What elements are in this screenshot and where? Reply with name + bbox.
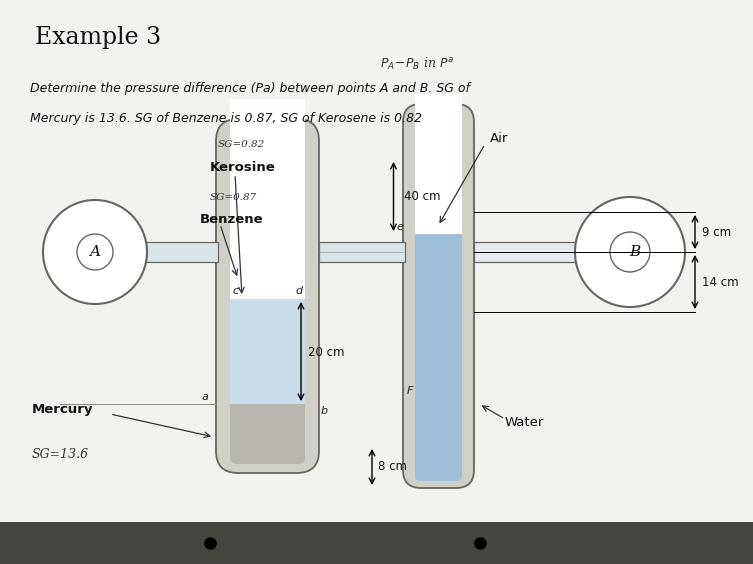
Text: 14 cm: 14 cm [702,275,739,289]
Circle shape [575,197,685,307]
Text: b: b [321,406,328,416]
Bar [140,242,218,262]
Bar [230,299,305,404]
FancyBboxPatch shape [230,404,305,464]
Bar [230,404,305,459]
Text: c: c [232,286,238,296]
Text: SG=0.87: SG=0.87 [210,193,258,202]
Text: a: a [201,392,208,402]
Bar [319,242,405,262]
Text: Kerosine: Kerosine [210,161,276,174]
Text: Mercury: Mercury [32,403,93,416]
FancyBboxPatch shape [216,119,319,473]
Text: e: e [396,222,403,232]
Bar [415,94,462,476]
Text: Determine the pressure difference (Pa) between points A and B. SG of: Determine the pressure difference (Pa) b… [30,82,470,95]
Text: Water: Water [505,416,544,429]
Bar [415,234,462,476]
Bar [230,99,305,459]
Text: Example 3: Example 3 [35,26,161,49]
Text: Benzene: Benzene [200,213,264,226]
Text: Mercury is 13.6. SG of Benzene is 0.87, SG of Kerosene is 0.82: Mercury is 13.6. SG of Benzene is 0.87, … [30,112,422,125]
Bar [230,99,305,459]
Text: A: A [90,245,100,259]
Text: SG=13.6: SG=13.6 [32,447,89,460]
Text: 20 cm: 20 cm [308,346,345,359]
FancyBboxPatch shape [415,466,462,481]
Text: 9 cm: 9 cm [702,226,731,239]
Text: Air: Air [490,133,508,146]
Text: 8 cm: 8 cm [378,460,407,474]
Text: F: F [407,386,413,396]
Text: d: d [296,286,303,296]
Text: $P_A\!-\!P_B$ in $P^a$: $P_A\!-\!P_B$ in $P^a$ [380,56,454,72]
Text: B: B [630,245,641,259]
Text: SG=0.82: SG=0.82 [218,140,265,149]
Circle shape [43,200,147,304]
Bar [474,242,580,262]
Bar [0,522,753,564]
FancyBboxPatch shape [403,104,474,488]
Text: 40 cm: 40 cm [404,190,440,203]
